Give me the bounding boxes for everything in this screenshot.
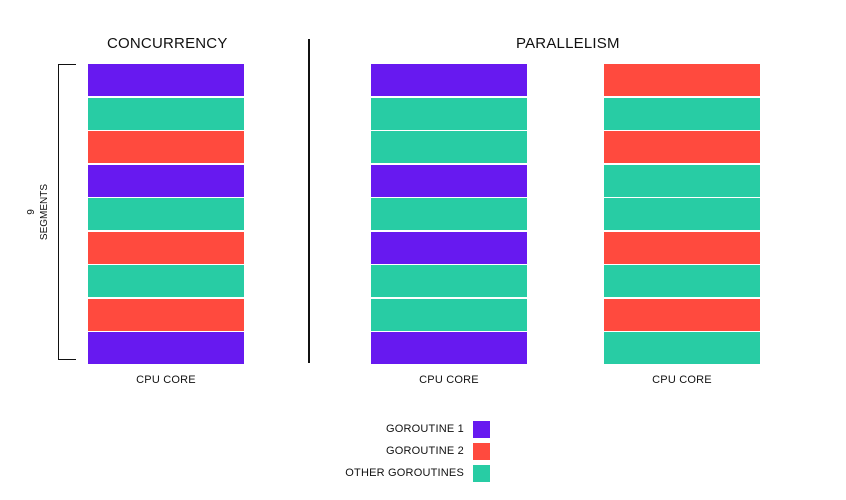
segment-other-goroutines bbox=[604, 164, 760, 197]
legend-swatch bbox=[473, 443, 490, 460]
segment-other-goroutines bbox=[88, 265, 244, 297]
segment-other-goroutines bbox=[604, 332, 760, 364]
segment-other-goroutines bbox=[88, 198, 244, 230]
legend: GOROUTINE 1 GOROUTINE 2 OTHER GOROUTINES bbox=[330, 420, 500, 486]
legend-swatch bbox=[473, 421, 490, 438]
segment-goroutine-1 bbox=[88, 64, 244, 96]
parallelism-core-1-label: CPU CORE bbox=[419, 374, 479, 386]
parallelism-title: PARALLELISM bbox=[516, 35, 620, 52]
segments-label: 9 SEGMENTS bbox=[25, 184, 51, 240]
concurrency-cpu-core bbox=[88, 64, 244, 364]
segment-goroutine-2 bbox=[88, 131, 244, 163]
legend-label: GOROUTINE 1 bbox=[386, 423, 464, 435]
segment-other-goroutines bbox=[371, 198, 527, 230]
segment-other-goroutines bbox=[604, 265, 760, 297]
legend-label: GOROUTINE 2 bbox=[386, 445, 464, 457]
concurrency-title: CONCURRENCY bbox=[107, 35, 228, 52]
segment-goroutine-2 bbox=[88, 231, 244, 264]
legend-item-goroutine-1: GOROUTINE 1 bbox=[330, 420, 500, 440]
segment-goroutine-2 bbox=[604, 64, 760, 96]
parallelism-cpu-core-2 bbox=[604, 64, 760, 364]
segments-count: 9 bbox=[26, 209, 37, 215]
segment-other-goroutines bbox=[604, 97, 760, 130]
section-divider bbox=[308, 39, 310, 363]
segments-word: SEGMENTS bbox=[39, 183, 50, 241]
segment-goroutine-2 bbox=[604, 131, 760, 163]
segment-other-goroutines bbox=[371, 97, 527, 130]
segment-goroutine-1 bbox=[88, 332, 244, 364]
segment-goroutine-2 bbox=[88, 298, 244, 331]
segment-other-goroutines bbox=[371, 265, 527, 297]
segment-other-goroutines bbox=[604, 198, 760, 230]
legend-item-other-goroutines: OTHER GOROUTINES bbox=[330, 464, 500, 484]
segment-goroutine-1 bbox=[371, 164, 527, 197]
segment-goroutine-1 bbox=[371, 231, 527, 264]
concurrency-core-label: CPU CORE bbox=[136, 374, 196, 386]
legend-label: OTHER GOROUTINES bbox=[345, 467, 464, 479]
segment-other-goroutines bbox=[88, 97, 244, 130]
parallelism-cpu-core-1 bbox=[371, 64, 527, 364]
segments-bracket bbox=[58, 64, 76, 360]
parallelism-core-2-label: CPU CORE bbox=[652, 374, 712, 386]
segment-other-goroutines bbox=[371, 298, 527, 331]
segment-goroutine-1 bbox=[88, 164, 244, 197]
legend-item-goroutine-2: GOROUTINE 2 bbox=[330, 442, 500, 462]
segment-goroutine-1 bbox=[371, 332, 527, 364]
segment-goroutine-2 bbox=[604, 231, 760, 264]
segment-goroutine-1 bbox=[371, 64, 527, 96]
segment-other-goroutines bbox=[371, 131, 527, 163]
legend-swatch bbox=[473, 465, 490, 482]
segment-goroutine-2 bbox=[604, 298, 760, 331]
